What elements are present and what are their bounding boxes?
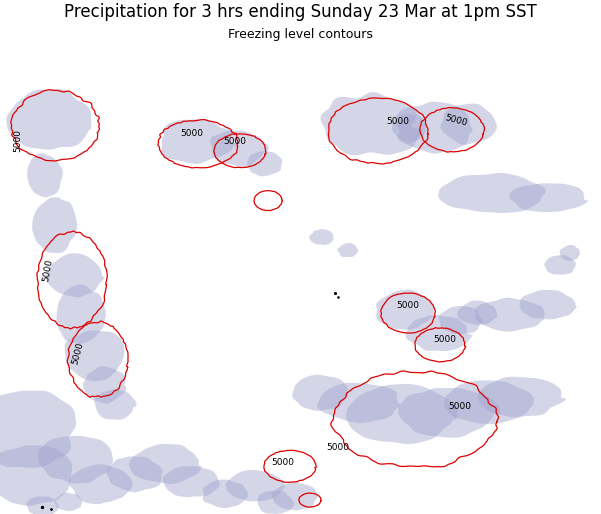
Text: 5000: 5000 bbox=[272, 458, 294, 467]
Polygon shape bbox=[161, 119, 236, 164]
Text: 5000: 5000 bbox=[71, 340, 85, 365]
Text: Precipitation for 3 hrs ending Sunday 23 Mar at 1pm SST: Precipitation for 3 hrs ending Sunday 23… bbox=[64, 3, 537, 21]
Polygon shape bbox=[444, 380, 534, 424]
Text: 5000: 5000 bbox=[444, 114, 468, 128]
Polygon shape bbox=[292, 375, 348, 411]
Polygon shape bbox=[69, 464, 133, 504]
Polygon shape bbox=[406, 315, 472, 351]
Polygon shape bbox=[519, 290, 577, 319]
Polygon shape bbox=[0, 391, 76, 468]
Polygon shape bbox=[438, 173, 546, 213]
Polygon shape bbox=[56, 285, 106, 344]
Polygon shape bbox=[346, 384, 457, 444]
Polygon shape bbox=[94, 390, 136, 420]
Polygon shape bbox=[38, 436, 113, 484]
Text: 5000: 5000 bbox=[224, 137, 246, 146]
Polygon shape bbox=[203, 480, 248, 508]
Polygon shape bbox=[337, 243, 359, 257]
Polygon shape bbox=[395, 102, 472, 154]
Text: 5000: 5000 bbox=[13, 130, 22, 152]
Polygon shape bbox=[272, 482, 318, 510]
Polygon shape bbox=[320, 92, 423, 155]
Polygon shape bbox=[106, 456, 162, 492]
Polygon shape bbox=[439, 306, 483, 334]
Polygon shape bbox=[478, 377, 566, 417]
Text: 5000: 5000 bbox=[386, 117, 409, 126]
Polygon shape bbox=[210, 131, 269, 167]
Text: 5000: 5000 bbox=[180, 130, 204, 138]
Polygon shape bbox=[129, 444, 202, 484]
Polygon shape bbox=[83, 366, 126, 404]
Polygon shape bbox=[0, 445, 72, 506]
Polygon shape bbox=[26, 497, 59, 514]
Polygon shape bbox=[163, 466, 220, 497]
Polygon shape bbox=[376, 290, 434, 329]
Text: 5000: 5000 bbox=[448, 402, 472, 411]
Text: 5000: 5000 bbox=[41, 258, 55, 282]
Polygon shape bbox=[309, 229, 334, 245]
Polygon shape bbox=[441, 103, 497, 145]
Polygon shape bbox=[32, 197, 77, 253]
Polygon shape bbox=[317, 383, 401, 423]
Polygon shape bbox=[46, 253, 105, 298]
Polygon shape bbox=[7, 89, 91, 150]
Polygon shape bbox=[247, 151, 282, 176]
Polygon shape bbox=[257, 490, 294, 514]
Text: 5000: 5000 bbox=[397, 301, 419, 309]
Polygon shape bbox=[65, 331, 124, 381]
Polygon shape bbox=[226, 470, 285, 502]
Text: Freezing level contours: Freezing level contours bbox=[228, 28, 373, 41]
Polygon shape bbox=[545, 255, 576, 274]
Polygon shape bbox=[54, 492, 82, 511]
Polygon shape bbox=[398, 388, 500, 438]
Polygon shape bbox=[27, 153, 63, 197]
Polygon shape bbox=[475, 298, 545, 332]
Polygon shape bbox=[560, 245, 580, 261]
Polygon shape bbox=[510, 183, 588, 212]
Text: 5000: 5000 bbox=[326, 443, 350, 452]
Text: 5000: 5000 bbox=[433, 335, 457, 344]
Polygon shape bbox=[457, 301, 498, 325]
Polygon shape bbox=[392, 114, 426, 143]
